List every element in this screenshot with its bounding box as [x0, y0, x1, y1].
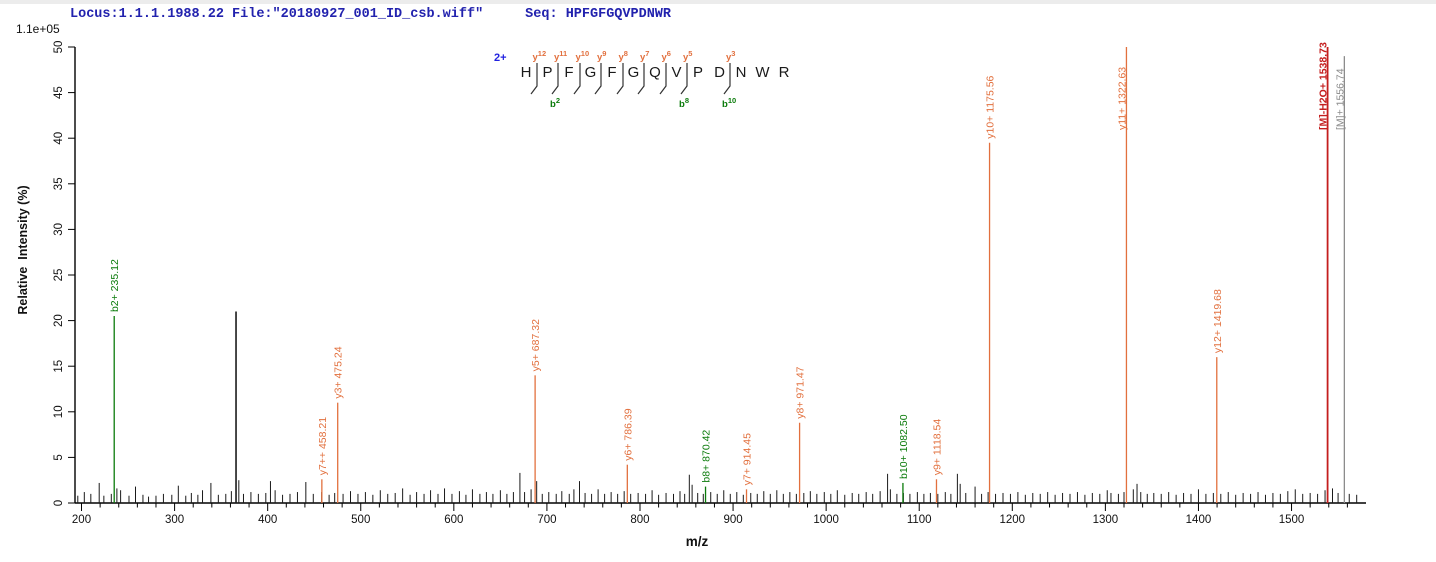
y-ion-label: y6: [661, 49, 671, 64]
peptide-residue: F: [564, 64, 574, 81]
fragment-peaks: b2+ 235.12 y7++ 458.21 y3+ 475.24 y5+ 687.3…: [109, 42, 1346, 503]
y-ion-label: y5: [683, 49, 693, 64]
y-ion-label: y8: [618, 49, 628, 64]
x-tick-label: 700: [537, 514, 556, 526]
cleavage-mark: [721, 61, 732, 101]
y-ion-label: y11: [554, 49, 568, 64]
locus-file-label: Locus:1.1.1.1988.22 File:"20180927_001_I…: [70, 7, 484, 22]
y-axis-title: Relative Intensity (%): [16, 185, 30, 314]
y-tick-label: 20: [53, 314, 65, 327]
cleavage-mark: [614, 61, 625, 101]
x-tick-label: 1400: [1186, 514, 1212, 526]
fragment-peak-label: b2+ 235.12: [109, 259, 121, 312]
fragment-peak-label: [M]+ 1556.74: [1334, 68, 1346, 130]
x-tick-label: 900: [723, 514, 742, 526]
fragment-peak-label: y12+ 1419.68: [1212, 289, 1224, 353]
fragment-peak-label: y6+ 786.39: [622, 408, 634, 460]
y-ion-label: y9: [597, 49, 607, 64]
x-tick-label: 500: [351, 514, 370, 526]
y-tick-label: 10: [53, 405, 65, 418]
peptide-residue: Q: [649, 64, 661, 81]
noise-peaks: [77, 311, 1358, 503]
fragment-peak-label: y7+ 914.45: [742, 433, 754, 485]
peptide-residue: F: [607, 64, 617, 81]
peptide-residue: W: [755, 64, 770, 81]
cleavage-mark: [592, 61, 603, 101]
x-tick-label: 300: [165, 514, 184, 526]
y-tick-label: 25: [53, 269, 65, 282]
intensity-scale-label: 1.1e+05: [16, 22, 60, 36]
b-ion-label: b10: [722, 96, 737, 111]
b-ion-label: b8: [679, 96, 689, 111]
y-tick-label: 5: [53, 454, 65, 460]
fragment-peak-label: y10+ 1175.56: [985, 75, 997, 138]
cleavage-mark: [657, 61, 668, 101]
seq-value: HPFGFGQVPDNWR: [565, 7, 672, 22]
fragment-peak-label: y7++ 458.21: [317, 417, 329, 476]
x-tick-label: 800: [630, 514, 649, 526]
precursor-charge-label: 2+: [494, 52, 507, 64]
fragment-peak-label: y9+ 1118.54: [931, 419, 943, 476]
fragment-peak-label: [M]-H2O+ 1538.73: [1318, 42, 1330, 130]
x-tick-label: 1000: [813, 514, 839, 526]
seq-label: Seq:: [525, 7, 566, 22]
y-ion-label: y12: [532, 49, 547, 64]
y-tick-label: 35: [53, 177, 65, 190]
peptide-residue: G: [627, 64, 640, 81]
peptide-residue: P: [692, 64, 703, 81]
fragment-peak-label: b10+ 1082.50: [898, 414, 910, 479]
peptide-residue: R: [778, 64, 790, 81]
peptide-residue: P: [542, 64, 553, 81]
y-ion-label: y10: [575, 49, 590, 64]
peptide-residue: H: [520, 64, 532, 81]
y-ion-label: y7: [640, 49, 650, 64]
y-tick-label: 0: [53, 500, 65, 506]
peptide-residue: D: [714, 64, 725, 81]
b-ion-label: b2: [550, 96, 560, 111]
peptide-residue: V: [671, 64, 682, 81]
x-tick-label: 1100: [907, 514, 932, 526]
cleavage-mark: [678, 61, 689, 101]
cleavage-mark: [635, 61, 646, 101]
x-tick-label: 1300: [1093, 514, 1119, 526]
fragment-peak-label: y3+ 475.24: [333, 346, 345, 398]
fragment-peak-label: b8+ 870.42: [701, 430, 713, 483]
x-tick-label: 1200: [1000, 514, 1026, 526]
y-tick-label: 30: [53, 223, 65, 236]
y-tick-label: 40: [53, 132, 65, 145]
spectrum-header: Locus:1.1.1.1988.22 File:"20180927_001_I…: [70, 7, 671, 22]
y-ion-label: y3: [726, 49, 736, 64]
x-tick-label: 600: [444, 514, 463, 526]
y-tick-label: 50: [53, 41, 65, 54]
fragment-peak-label: y5+ 687.32: [530, 319, 542, 371]
cleavage-mark: [571, 61, 582, 101]
y-tick-label: 15: [53, 360, 65, 373]
y-tick-label: 45: [53, 86, 65, 99]
cleavage-mark: [549, 61, 560, 101]
fragment-peak-label: y11+ 1322.63: [1116, 67, 1128, 130]
window-edge-strip: [0, 0, 1436, 4]
fragment-peak-label: y8+ 971.47: [795, 366, 807, 418]
x-tick-label: 200: [72, 514, 91, 526]
peptide-residue: G: [584, 64, 597, 81]
x-tick-label: 1500: [1279, 514, 1305, 526]
x-tick-label: 400: [258, 514, 277, 526]
axes: 200 300 400 500 600 700 800 900 1000 1100 1200 1300…: [16, 41, 1366, 549]
peptide-residue: N: [735, 64, 747, 81]
cleavage-mark: [528, 61, 539, 101]
x-axis-title: m/z: [686, 534, 709, 549]
